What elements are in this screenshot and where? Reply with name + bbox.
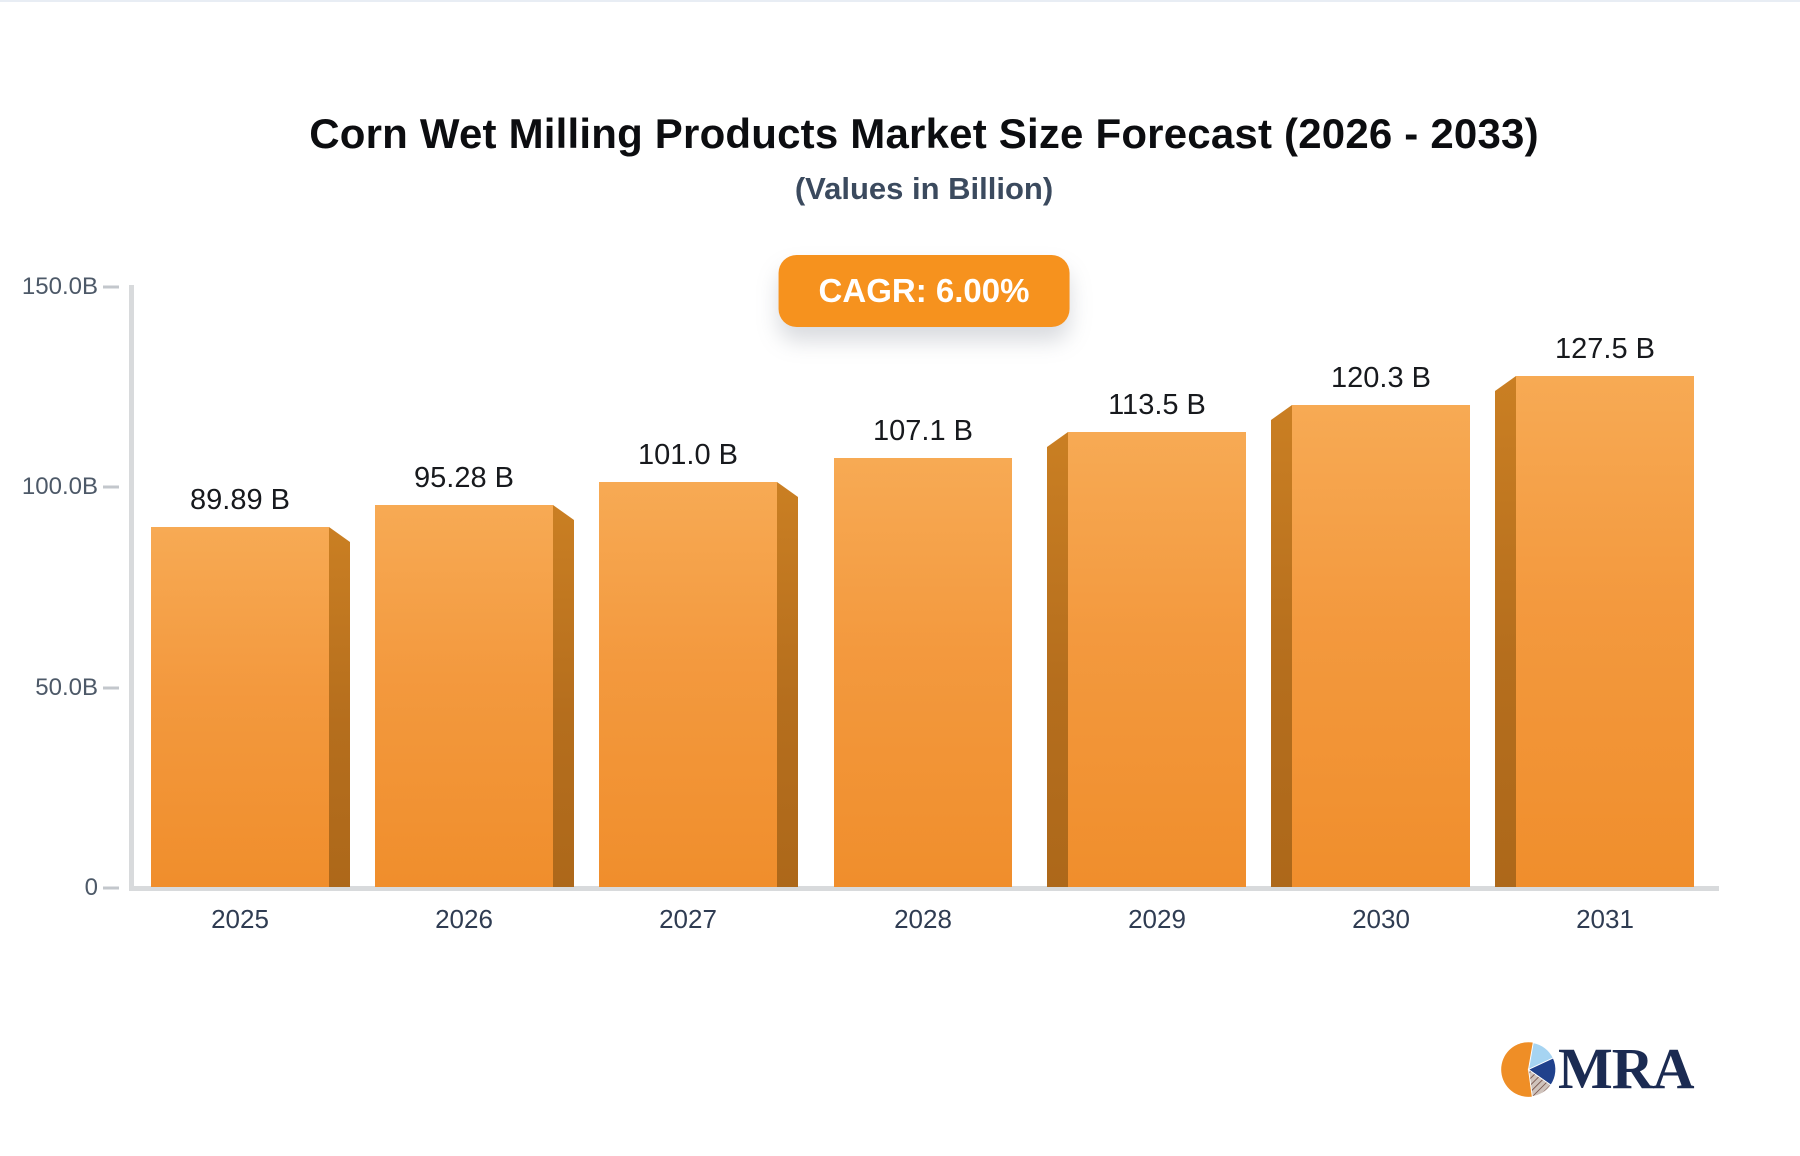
x-axis-label-2026: 2026 [435, 904, 493, 934]
x-axis-label-2031: 2031 [1576, 904, 1634, 934]
x-axis-label-2029: 2029 [1128, 904, 1186, 934]
bar-value-label-2028: 107.1 B [873, 415, 973, 447]
bar-2025 [151, 527, 329, 887]
bar-2031 [1516, 376, 1694, 887]
bar-value-label-2027: 101.0 B [638, 439, 738, 471]
bar-2027 [599, 482, 777, 887]
bar-2025-3d-side [329, 527, 350, 887]
bar-2030 [1292, 405, 1470, 887]
y-tick-label-0: 0 [84, 874, 98, 901]
bar-2031-3d-side [1495, 376, 1516, 887]
bar-value-label-2026: 95.28 B [414, 462, 514, 494]
x-axis-label-2028: 2028 [894, 904, 952, 934]
bar-2030-3d-side [1271, 405, 1292, 887]
brand-logo-text: MRA [1558, 1036, 1695, 1101]
bar-2028 [834, 458, 1012, 887]
bar-2029-3d-side [1047, 432, 1068, 887]
x-axis-line [129, 886, 1719, 891]
bar-2029 [1068, 432, 1246, 887]
bar-value-label-2025: 89.89 B [190, 484, 290, 516]
bar-value-label-2030: 120.3 B [1331, 362, 1431, 394]
cagr-badge: CAGR: 6.00% [778, 255, 1070, 327]
y-tick-label-50.0B: 50.0B [35, 673, 98, 701]
y-axis-line [129, 285, 134, 891]
x-axis-label-2027: 2027 [659, 904, 717, 934]
y-tick-mark [103, 485, 119, 489]
pie-chart-logo-icon [1501, 1041, 1557, 1097]
bar-value-label-2029: 113.5 B [1108, 389, 1206, 421]
chart-subtitle: (Values in Billion) [794, 171, 1054, 206]
y-tick-mark [103, 886, 119, 890]
y-tick-mark [103, 686, 119, 690]
x-axis-label-2025: 2025 [211, 904, 269, 934]
page-title: Corn Wet Milling Products Market Size Fo… [309, 110, 1539, 157]
y-tick-mark [103, 285, 119, 289]
bar-2026-3d-side [553, 505, 574, 887]
y-tick-label-100.0B: 100.0B [21, 473, 98, 501]
bar-value-label-2031: 127.5 B [1555, 333, 1655, 365]
x-axis-label-2030: 2030 [1352, 904, 1410, 934]
brand-logo: MRA [1500, 1036, 1695, 1101]
bar-2026 [375, 505, 553, 887]
y-tick-label-150.0B: 150.0B [21, 273, 98, 300]
bar-2027-3d-side [777, 482, 798, 887]
